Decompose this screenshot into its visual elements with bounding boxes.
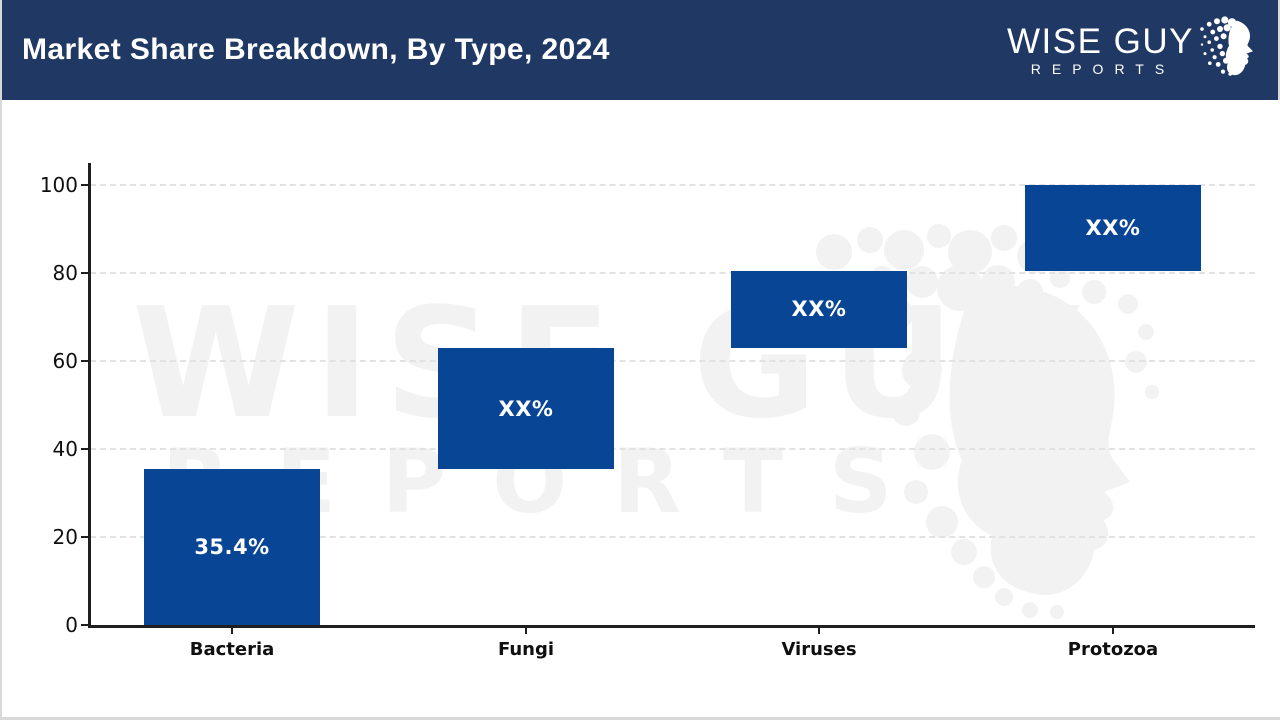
page-title: Market Share Breakdown, By Type, 2024 [22,33,610,66]
x-tick-mark [1112,625,1114,634]
gridline-60 [90,360,1255,362]
y-tick-mark [81,536,90,538]
header: Market Share Breakdown, By Type, 2024 WI… [2,0,1278,100]
y-tick-mark [81,272,90,274]
bar-viruses: XX% [731,270,907,348]
category-label-protozoa: Protozoa [1067,639,1159,660]
y-axis-line [88,163,91,627]
y-tick-label: 60 [52,349,78,373]
bar-fungi: XX% [438,347,614,470]
category-label-fungi: Fungi [497,639,555,660]
y-tick-label: 0 [65,613,78,637]
y-tick-mark [81,624,90,626]
wise-guy-logo: WISE GUY REPORTS [1007,11,1256,89]
x-tick-mark [231,625,233,634]
gridline-100 [90,184,1255,186]
category-label-bacteria: Bacteria [189,639,275,660]
x-tick-mark [525,625,527,634]
bar-protozoa: XX% [1025,185,1201,271]
y-tick-mark [81,360,90,362]
bar-value-label: XX% [791,297,847,322]
bar-value-label: XX% [498,396,554,421]
y-tick-mark [81,448,90,450]
gridline-80 [90,272,1255,274]
x-axis-line [88,625,1255,628]
logo-text: WISE GUY REPORTS [1007,24,1194,76]
waterfall-chart: 0 20 40 60 80 100 35.4% Bacteria XX% Fungi XX% Viru… [2,100,1280,717]
logo-head-icon [1200,16,1253,76]
bar-bacteria: 35.4% [144,469,320,625]
gridline-20 [90,536,1255,538]
bar-value-label: 35.4% [194,535,270,560]
gridline-40 [90,448,1255,450]
y-tick-label: 20 [52,525,78,549]
y-tick-label: 40 [52,437,78,461]
bar-value-label: XX% [1085,215,1141,240]
category-label-viruses: Viruses [781,639,857,660]
y-tick-mark [81,184,90,186]
x-tick-mark [818,625,820,634]
chart-area: WISE GUY REPORTS 0 20 40 60 80 100 35.4% Bacter… [2,100,1280,717]
logo-wordmark: WISE GUY [1006,22,1194,61]
y-tick-label: 80 [52,261,78,285]
y-tick-label: 100 [39,173,78,197]
logo-subtitle: REPORTS [1030,61,1176,77]
